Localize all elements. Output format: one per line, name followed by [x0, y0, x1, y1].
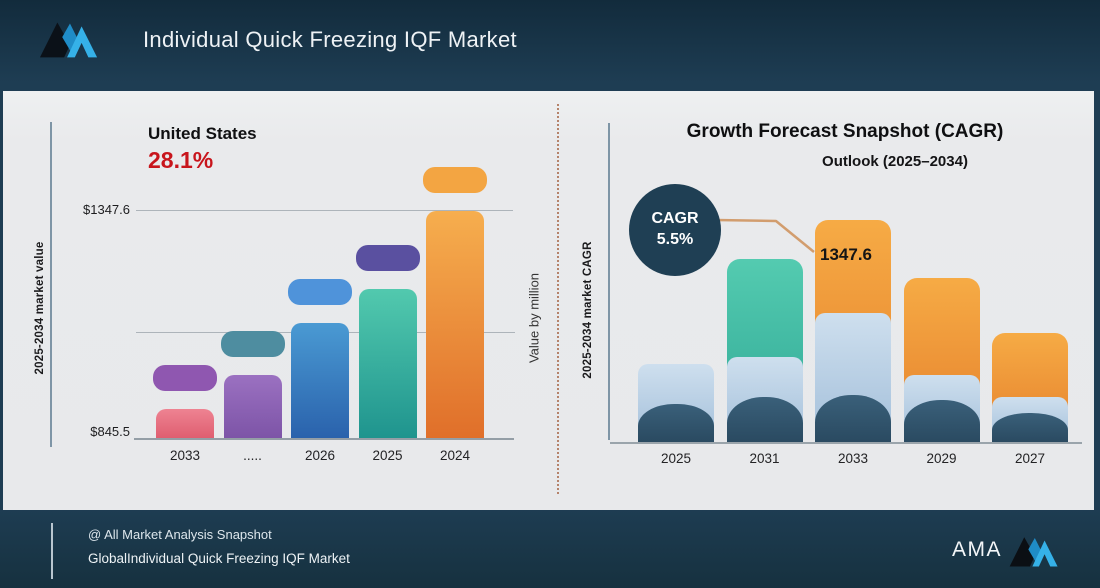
x-axis-label: 2025: [372, 448, 403, 463]
x-axis-label: 2029: [926, 451, 957, 466]
x-axis-label: 2031: [749, 451, 780, 466]
left-ylabel-right: Value by million: [526, 272, 542, 364]
x-axis-label: 2024: [439, 448, 471, 463]
right-baseline: [610, 442, 1082, 444]
segment-base: [638, 404, 714, 442]
bar-slot-2033: 2033: [153, 130, 217, 463]
left-chart-title: United States: [148, 124, 257, 143]
cagr-badge: CAGR 5.5%: [629, 184, 721, 276]
x-axis-label: 2026: [304, 448, 336, 463]
cagr-badge-label: CAGR: [651, 210, 699, 228]
value-bar: [358, 289, 417, 438]
segment-base: [726, 397, 803, 442]
floating-cap: [220, 331, 285, 357]
left-baseline: [134, 438, 514, 440]
right-ylabel: 2025-2034 market CAGR: [582, 241, 594, 379]
gridline-top: [136, 210, 513, 211]
footer: @ All Market Analysis Snapshot GlobalInd…: [0, 510, 1100, 588]
left-chart-highlight: 28.1%: [148, 147, 214, 173]
footer-brand-text: AMA: [952, 538, 1003, 561]
stacked-bar-slot-2025: 2025: [638, 180, 714, 466]
bar-slot-2024: 2024: [423, 130, 487, 463]
ama-logo-icon: [1009, 537, 1058, 567]
left-ylabel: 2025-2034 market value: [34, 241, 46, 375]
x-axis-label: 2025: [660, 451, 692, 466]
left-bar-group: 2033..... 2026 2025 2024: [153, 130, 487, 463]
stacked-bar-slot-2027: 2027: [992, 180, 1068, 466]
floating-cap: [153, 365, 217, 391]
cagr-badge-value: 5.5%: [656, 231, 694, 248]
bar-slot-2026: 2026: [288, 130, 352, 463]
bar-slot-2025: 2025: [355, 130, 420, 463]
panel-divider: [557, 104, 559, 494]
x-axis-label: .....: [243, 448, 262, 463]
left-yaxis-line: [50, 122, 52, 447]
bar-slot-.....: .....: [220, 130, 285, 463]
bar-value-callout: 1347.6: [820, 245, 872, 264]
segment-base: [992, 413, 1068, 442]
floating-cap: [355, 245, 420, 271]
segment-base: [815, 395, 891, 442]
right-chart-subtitle: Outlook (2025–2034): [822, 153, 968, 170]
header: Individual Quick Freezing IQF Market: [0, 0, 1100, 91]
value-bar: [426, 211, 484, 438]
stacked-bar-slot-2029: 2029: [903, 180, 980, 466]
value-bar: [156, 409, 214, 438]
footer-divider: [51, 523, 53, 579]
right-bar-group: 2025 2031 2033 2029 2027: [638, 180, 1068, 466]
ytick-bottom: $845.5: [90, 424, 130, 439]
floating-cap: [288, 279, 352, 305]
footer-source-line: @ All Market Analysis Snapshot: [88, 527, 272, 542]
value-bar: [223, 375, 282, 438]
value-bar: [291, 323, 349, 438]
stacked-bar-slot-2031: 2031: [726, 180, 803, 466]
segment-base: [903, 400, 980, 442]
floating-cap: [423, 167, 487, 193]
ama-logo-icon: [39, 22, 98, 58]
stacked-bar-slot-2033: 2033: [815, 180, 891, 466]
right-chart-title: Growth Forecast Snapshot (CAGR): [686, 121, 1004, 142]
x-axis-label: 2027: [1014, 451, 1046, 466]
footer-report-line: GlobalIndividual Quick Freezing IQF Mark…: [88, 551, 350, 566]
ytick-top: $1347.6: [83, 202, 130, 217]
x-axis-label: 2033: [837, 451, 869, 466]
x-axis-label: 2033: [169, 448, 201, 463]
page-title: Individual Quick Freezing IQF Market: [143, 27, 517, 52]
right-yaxis-line: [608, 123, 610, 440]
